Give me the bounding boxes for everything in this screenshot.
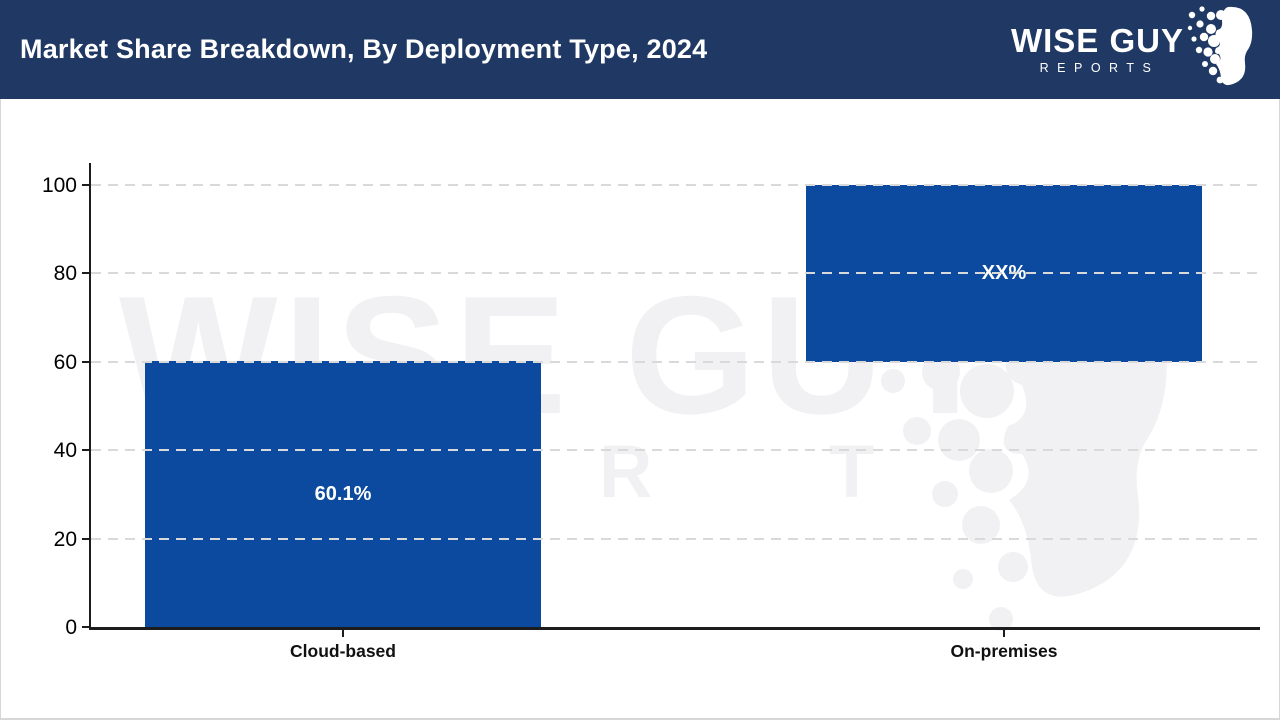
- x-tick-label: Cloud-based: [290, 641, 396, 661]
- header-banner: Market Share Breakdown, By Deployment Ty…: [0, 0, 1280, 99]
- logo-wordmark: WISE GUY: [1010, 22, 1184, 59]
- y-axis-tick: [82, 360, 89, 363]
- y-tick-label: 80: [53, 262, 77, 286]
- y-axis-tick: [82, 449, 89, 452]
- logo-head-icon: [1184, 3, 1258, 96]
- logo-text: WISE GUY REPORTS: [1011, 24, 1184, 75]
- x-tick-label: On-premises: [950, 641, 1058, 661]
- y-tick-label: 0: [65, 616, 77, 639]
- y-axis-tick: [82, 184, 89, 186]
- logo-subtitle: REPORTS: [1039, 61, 1160, 75]
- grid-line: [91, 184, 1260, 186]
- y-tick-label: 20: [53, 527, 77, 551]
- bar-value-label: 60.1%: [314, 482, 372, 505]
- chart-area: WISE GUY R T S 60.1% XX% 0 20 40 60 80 100 Cloud…: [0, 99, 1280, 720]
- x-axis-tick: [1003, 630, 1005, 637]
- y-axis-tick: [82, 626, 89, 628]
- plot-area: 60.1% XX% 0 20 40 60 80 100 Cloud-based On-premis…: [42, 163, 1260, 661]
- y-tick-label: 40: [53, 439, 77, 463]
- y-axis-tick: [82, 537, 89, 540]
- grid-line: [91, 449, 1260, 452]
- grid-line: [91, 537, 1260, 540]
- bar-cloud-based: 60.1%: [145, 361, 541, 627]
- grid-line: [91, 360, 1260, 363]
- grid-line: [91, 272, 1260, 275]
- y-tick-label: 100: [41, 174, 77, 197]
- logo: WISE GUY REPORTS: [1011, 3, 1258, 96]
- page-title: Market Share Breakdown, By Deployment Ty…: [20, 34, 708, 64]
- y-axis-tick: [82, 272, 89, 275]
- x-axis-tick: [342, 630, 344, 637]
- y-tick-label: 60: [53, 350, 77, 374]
